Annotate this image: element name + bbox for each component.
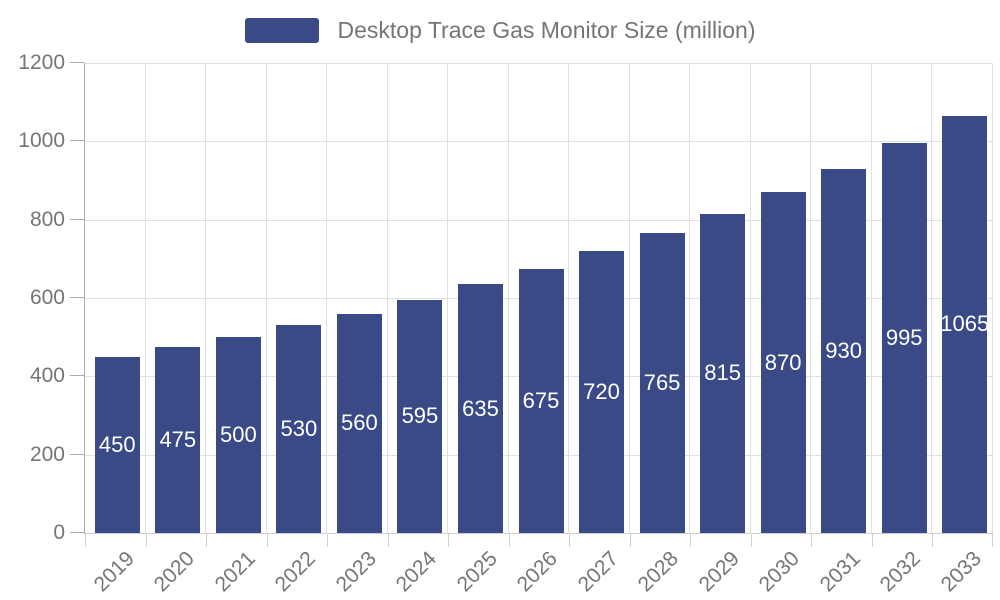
y-axis-label-200: 200 [29, 442, 65, 466]
bar-2025[interactable]: 635 [457, 284, 503, 533]
x-axis-label-2027: 2027 [573, 547, 623, 597]
gridline-v-10 [689, 63, 691, 533]
bar-2028[interactable]: 765 [639, 233, 685, 533]
x-axis-label-2020: 2020 [149, 547, 200, 597]
x-axis-label-2021: 2021 [210, 547, 260, 597]
x-axis-tick-15 [992, 533, 993, 547]
x-axis-label-2022: 2022 [270, 547, 321, 597]
x-axis-label-2030: 2030 [755, 547, 805, 597]
y-axis-tick-600 [70, 297, 84, 298]
y-axis-label-400: 400 [29, 364, 65, 388]
bar-value-label-2033: 1065 [940, 311, 990, 337]
gridline-h-800 [85, 219, 993, 221]
gridline-v-13 [870, 63, 872, 533]
x-axis-tick-14 [932, 533, 934, 547]
y-axis-tick-1200 [70, 62, 84, 63]
x-axis-tick-3 [266, 533, 268, 547]
gridline-v-5 [386, 63, 388, 533]
legend-label: Desktop Trace Gas Monitor Size (million) [337, 17, 756, 43]
bar-value-label-2026: 675 [522, 387, 560, 413]
y-axis-label-600: 600 [29, 286, 65, 309]
bar-value-label-2024: 595 [401, 403, 439, 429]
bar-2033[interactable]: 1065 [940, 115, 990, 533]
x-axis-tick-1 [145, 533, 147, 547]
y-axis-tick-1000 [70, 140, 84, 142]
x-axis-label-2028: 2028 [634, 547, 684, 597]
x-axis-label-2019: 2019 [89, 547, 139, 597]
legend-marker-icon [244, 18, 319, 43]
x-axis-tick-13 [871, 533, 873, 547]
bar-value-label-2025: 635 [462, 395, 499, 421]
x-axis-tick-4 [327, 533, 329, 547]
x-axis-tick-8 [569, 533, 571, 547]
x-axis-label-2033: 2033 [936, 547, 986, 597]
x-axis-tick-12 [811, 533, 813, 547]
bar-value-label-2021: 500 [219, 422, 257, 448]
gridline-v-15 [992, 63, 993, 533]
x-axis-label-2025: 2025 [452, 547, 502, 597]
gridline-v-8 [568, 63, 570, 533]
plot-area: 0 200 400 600 800 1000 1200 450 2019 475 2020 500 20… [18, 52, 993, 596]
bar-value-label-2028: 765 [643, 370, 681, 396]
bar-2027[interactable]: 720 [579, 251, 625, 533]
x-axis-tick-11 [750, 533, 752, 547]
x-axis-label-2029: 2029 [694, 547, 744, 597]
x-axis-label-2024: 2024 [391, 547, 442, 597]
bar-value-label-2023: 560 [341, 410, 378, 436]
gridline-v-3 [265, 63, 267, 533]
y-axis-label-1200: 1200 [18, 51, 65, 74]
y-axis-label-1000: 1000 [18, 129, 65, 153]
bar-value-label-2019: 450 [98, 431, 136, 457]
y-axis-label-800: 800 [29, 207, 65, 231]
bar-2026[interactable]: 675 [518, 268, 564, 533]
x-axis-label-2026: 2026 [512, 547, 563, 597]
bar-2030[interactable]: 870 [760, 192, 806, 533]
x-axis-tick-9 [629, 533, 631, 547]
bar-2020[interactable]: 475 [155, 346, 201, 533]
legend[interactable]: Desktop Trace Gas Monitor Size (million) [0, 18, 1000, 43]
bar-value-label-2029: 815 [704, 360, 741, 386]
y-axis-tick-400 [70, 375, 84, 377]
bar-value-label-2030: 870 [764, 349, 802, 375]
x-axis-label-2031: 2031 [815, 547, 865, 597]
x-axis-label-2023: 2023 [331, 547, 381, 597]
x-axis-label-2032: 2032 [876, 547, 926, 597]
bar-2024[interactable]: 595 [397, 299, 443, 533]
bar-value-label-2027: 720 [583, 379, 620, 404]
bar-value-label-2022: 530 [280, 416, 318, 442]
gridline-h-1200 [85, 63, 993, 64]
x-axis-tick-7 [508, 533, 510, 547]
bar-value-label-2031: 930 [825, 337, 863, 363]
gridline-v-11 [749, 63, 751, 533]
gridline-v-7 [507, 63, 509, 533]
bar-value-label-2032: 995 [885, 325, 923, 351]
y-axis-tick-200 [70, 453, 84, 455]
gridline-v-6 [447, 63, 449, 533]
x-axis-tick-10 [690, 533, 692, 547]
x-axis-tick-2 [206, 533, 208, 547]
gridline-v-4 [326, 63, 328, 533]
gridline-v-14 [931, 63, 933, 533]
bar-2029[interactable]: 815 [700, 213, 746, 533]
gridline-v-9 [628, 63, 630, 533]
x-axis-tick-6 [448, 533, 450, 547]
bar-2031[interactable]: 930 [821, 168, 867, 533]
bar-2019[interactable]: 450 [94, 356, 140, 533]
gridline-v-12 [810, 63, 812, 533]
y-axis-label-0: 0 [53, 521, 65, 544]
y-axis-tick-800 [70, 218, 84, 220]
bar-2032[interactable]: 995 [881, 143, 927, 533]
x-axis-tick-5 [387, 533, 389, 547]
gridline-h-1000 [85, 141, 993, 143]
y-axis-tick-0 [70, 532, 84, 533]
bar-2022[interactable]: 530 [276, 325, 322, 533]
bar-2021[interactable]: 500 [215, 337, 261, 533]
gridline-v-1 [144, 63, 146, 533]
bar-2023[interactable]: 560 [336, 313, 382, 533]
x-axis-tick-0 [85, 533, 86, 547]
bar-value-label-2020: 475 [159, 426, 197, 452]
gridline-v-2 [205, 63, 207, 533]
